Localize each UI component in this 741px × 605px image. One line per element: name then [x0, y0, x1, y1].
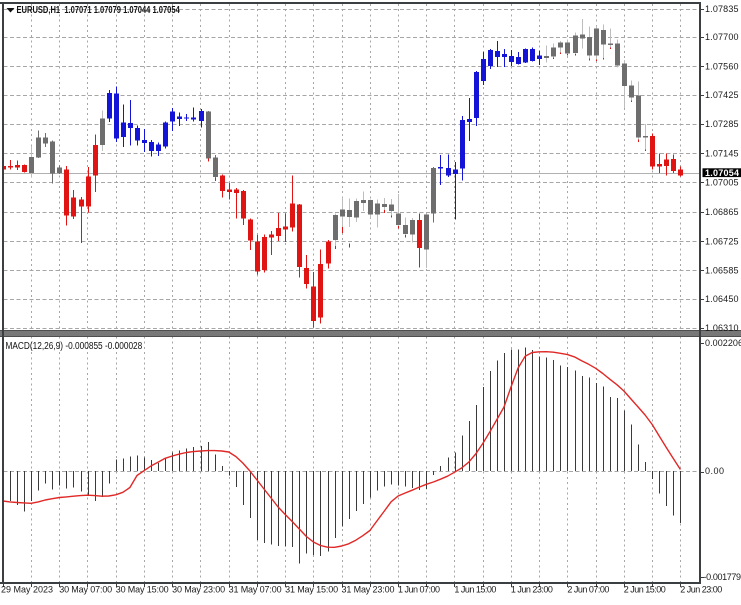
- svg-text:0.002206: 0.002206: [705, 338, 741, 348]
- svg-text:2 Jun 23:00: 2 Jun 23:00: [680, 585, 722, 595]
- svg-text:1 Jun 07:00: 1 Jun 07:00: [398, 585, 440, 595]
- svg-text:30 May 07:00: 30 May 07:00: [59, 585, 112, 595]
- svg-text:1.06865: 1.06865: [705, 207, 739, 217]
- svg-text:EURUSD,H1 1.07071 1.07079 1.0: EURUSD,H1 1.07071 1.07079 1.07044 1.0705…: [17, 4, 180, 15]
- svg-text:1 Jun 23:00: 1 Jun 23:00: [511, 585, 553, 595]
- svg-text:29 May 2023: 29 May 2023: [1, 585, 53, 595]
- svg-text:0.00: 0.00: [705, 466, 724, 476]
- svg-text:31 May 07:00: 31 May 07:00: [229, 585, 282, 595]
- svg-text:1.06585: 1.06585: [705, 266, 739, 276]
- svg-text:MACD(12,26,9) -0.000855 -0.000: MACD(12,26,9) -0.000855 -0.000028: [6, 340, 143, 351]
- svg-text:2 Jun 15:00: 2 Jun 15:00: [624, 585, 666, 595]
- svg-text:2 Jun 07:00: 2 Jun 07:00: [567, 585, 609, 595]
- svg-text:-0.001779: -0.001779: [704, 572, 741, 582]
- svg-text:1.07145: 1.07145: [705, 148, 739, 158]
- svg-text:1 Jun 15:00: 1 Jun 15:00: [454, 585, 496, 595]
- svg-text:31 May 15:00: 31 May 15:00: [285, 585, 338, 595]
- svg-text:1.06725: 1.06725: [705, 236, 739, 246]
- svg-text:30 May 15:00: 30 May 15:00: [116, 585, 169, 595]
- svg-text:1.07005: 1.07005: [705, 178, 739, 188]
- svg-text:30 May 23:00: 30 May 23:00: [172, 585, 225, 595]
- svg-text:1.07700: 1.07700: [705, 32, 739, 42]
- svg-text:1.06450: 1.06450: [705, 294, 739, 304]
- svg-text:1.07285: 1.07285: [705, 119, 739, 129]
- svg-text:1.07425: 1.07425: [705, 90, 739, 100]
- svg-text:1.07835: 1.07835: [705, 4, 739, 14]
- svg-text:1.06310: 1.06310: [705, 323, 739, 333]
- svg-text:1.07054: 1.07054: [705, 168, 739, 178]
- svg-text:31 May 23:00: 31 May 23:00: [342, 585, 395, 595]
- svg-text:1.07560: 1.07560: [705, 62, 739, 72]
